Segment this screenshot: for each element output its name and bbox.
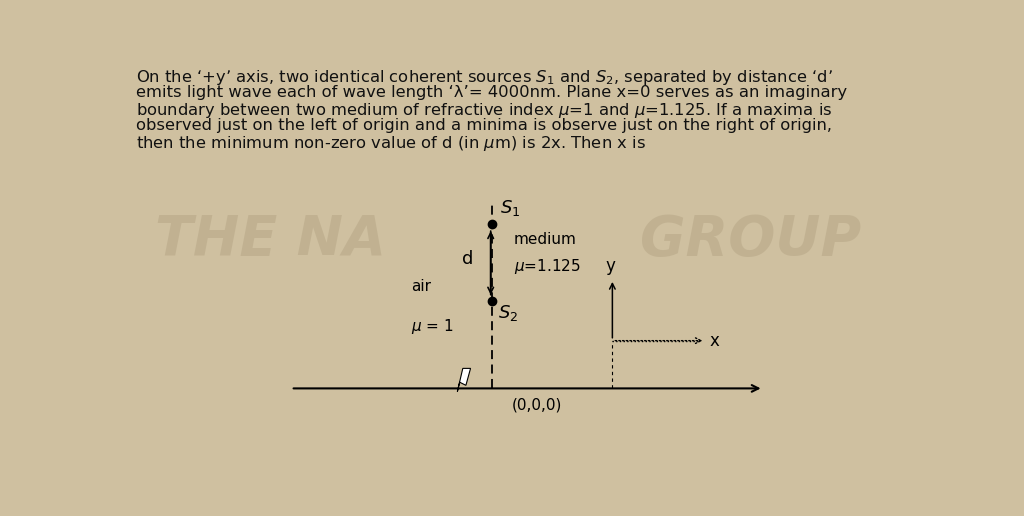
Text: d: d xyxy=(462,250,473,268)
Polygon shape xyxy=(458,368,471,392)
Text: x: x xyxy=(710,332,719,350)
Text: $S_2$: $S_2$ xyxy=(499,303,518,323)
Text: $\mu$ = 1: $\mu$ = 1 xyxy=(411,317,454,336)
Text: observed just on the left of origin and a minima is observe just on the right of: observed just on the left of origin and … xyxy=(136,118,831,133)
Text: On the ‘+y’ axis, two identical coherent sources $S_1$ and $S_2$, separated by d: On the ‘+y’ axis, two identical coherent… xyxy=(136,68,833,87)
Text: emits light wave each of wave length ‘λ’= 4000nm. Plane x=0 serves as an imagina: emits light wave each of wave length ‘λ’… xyxy=(136,85,847,100)
Text: boundary between two medium of refractive index $\mu$=1 and $\mu$=1.125. If a ma: boundary between two medium of refractiv… xyxy=(136,101,833,120)
Text: medium: medium xyxy=(514,232,577,247)
Text: y: y xyxy=(605,257,615,275)
Text: (0,0,0): (0,0,0) xyxy=(512,398,562,413)
Text: then the minimum non-zero value of d (in $\mu$m) is 2x. Then x is: then the minimum non-zero value of d (in… xyxy=(136,134,645,153)
Text: GROUP: GROUP xyxy=(640,213,860,267)
Text: air: air xyxy=(411,279,431,294)
Text: $S_1$: $S_1$ xyxy=(500,198,520,218)
Text: $\mu$=1.125: $\mu$=1.125 xyxy=(514,257,581,276)
Text: THE NA: THE NA xyxy=(155,213,386,267)
